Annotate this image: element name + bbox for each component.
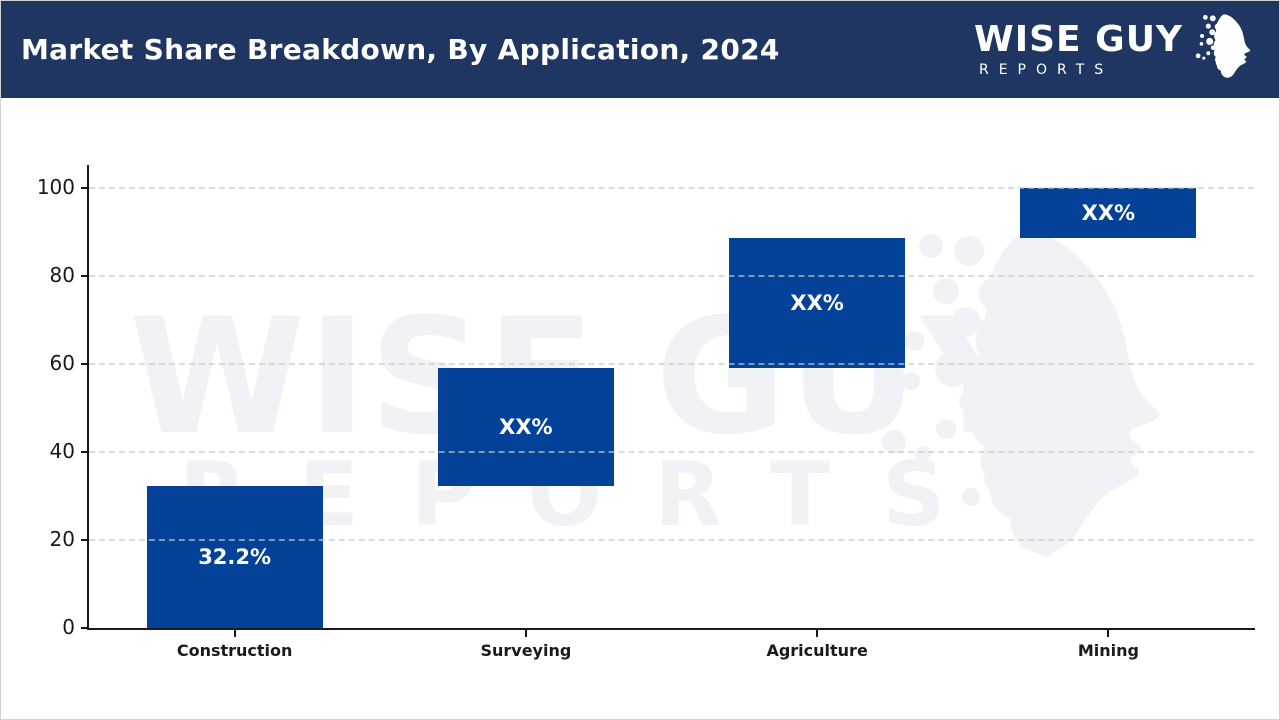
x-axis-line (87, 628, 1255, 630)
bar-surveying: XX% (437, 368, 614, 487)
y-tick-mark (81, 363, 89, 365)
y-tick-label: 100 (36, 175, 75, 199)
y-tick-label: 0 (62, 615, 75, 639)
x-category-label: Construction (176, 641, 293, 660)
x-tick-mark (524, 630, 527, 637)
y-tick-label: 20 (49, 527, 75, 551)
bar-value-label: XX% (1081, 201, 1136, 226)
brand-logo: WISE GUY REPORTS (973, 13, 1263, 86)
bar-construction: 32.2% (146, 486, 323, 628)
x-tick-mark (1107, 630, 1110, 637)
y-tick-mark (81, 451, 89, 453)
logo-wordmark: WISE GUY (973, 18, 1183, 60)
x-tick-mark (816, 630, 819, 637)
y-axis-line (87, 165, 89, 630)
x-category-label: Mining (1077, 641, 1139, 660)
bar-value-label: XX% (790, 291, 844, 316)
y-gridline (89, 275, 1254, 277)
bar-value-label: XX% (499, 415, 553, 440)
bar-agriculture: XX% (729, 238, 906, 369)
bar-value-label: 32.2% (198, 545, 272, 570)
y-tick-mark (81, 627, 89, 629)
y-tick-label: 80 (49, 263, 75, 287)
y-gridline (89, 451, 1254, 453)
y-gridline (89, 363, 1254, 365)
y-tick-mark (81, 275, 89, 277)
y-tick-label: 60 (49, 351, 75, 375)
logo-face-icon (1195, 13, 1251, 78)
page-title: Market Share Breakdown, By Application, … (21, 33, 780, 66)
logo-subtitle: REPORTS (978, 61, 1114, 78)
y-gridline (89, 187, 1254, 189)
y-tick-label: 40 (49, 439, 75, 463)
bar-mining: XX% (1020, 188, 1197, 239)
x-category-label: Surveying (480, 641, 572, 660)
x-tick-mark (233, 630, 236, 637)
x-category-label: Agriculture (766, 641, 868, 660)
header-bar: Market Share Breakdown, By Application, … (1, 1, 1279, 98)
y-tick-mark (81, 539, 89, 541)
y-gridline (89, 539, 1254, 541)
y-tick-mark (81, 187, 89, 189)
